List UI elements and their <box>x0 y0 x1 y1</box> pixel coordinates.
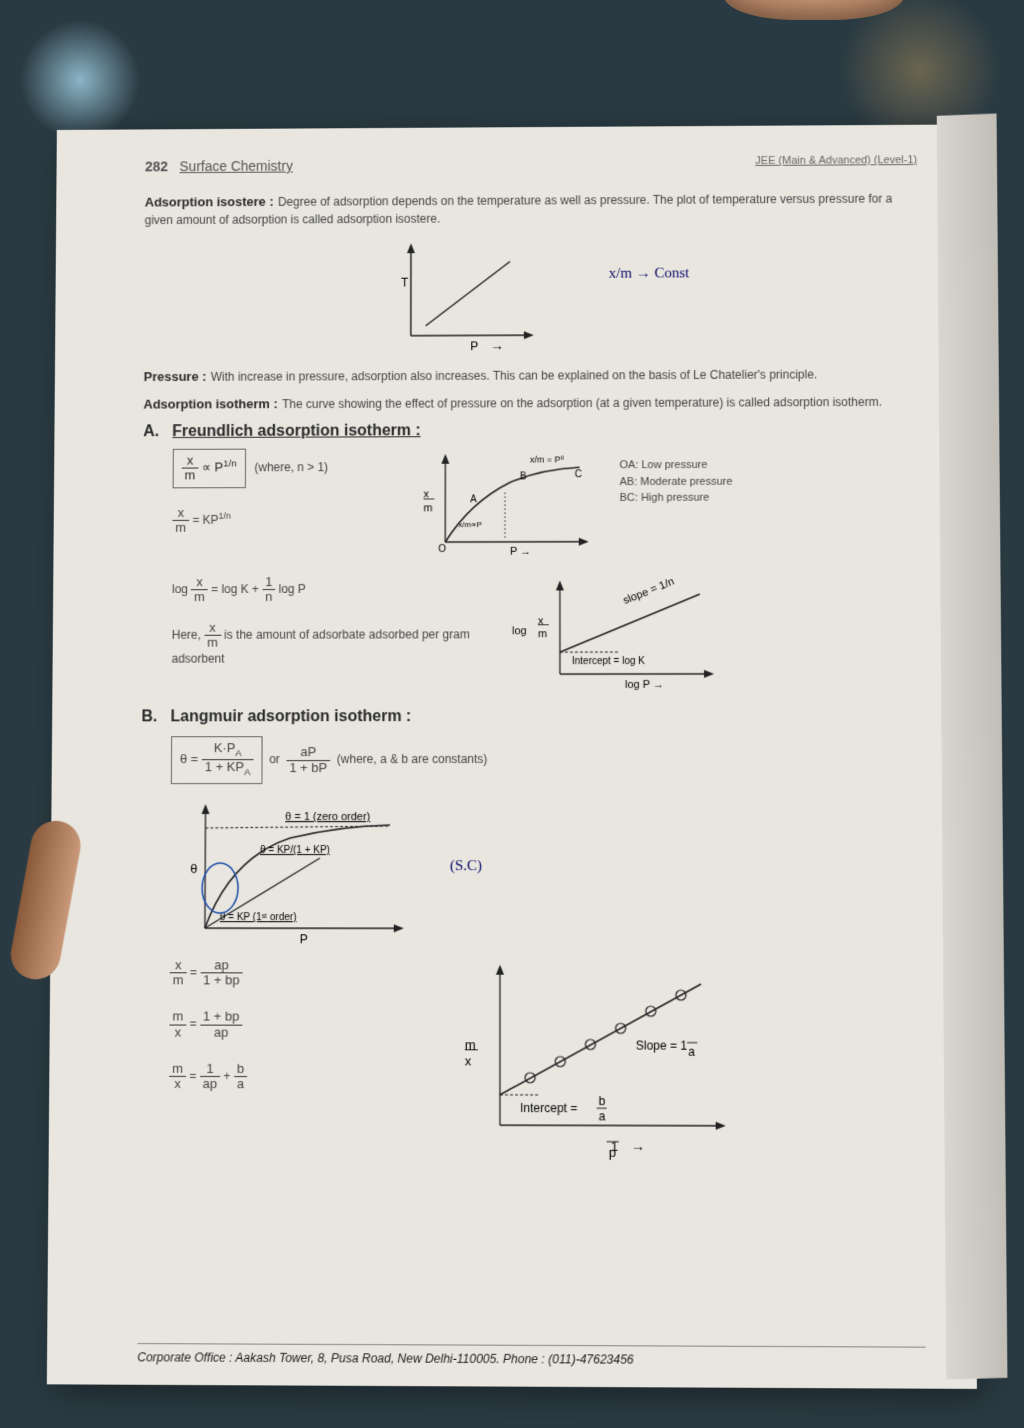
footer-text: Corporate Office : Aakash Tower, 8, Pusa… <box>137 1350 633 1367</box>
svg-text:P: P <box>300 932 308 946</box>
footer: Corporate Office : Aakash Tower, 8, Pusa… <box>137 1343 926 1368</box>
svg-text:a: a <box>688 1044 695 1058</box>
svg-text:B: B <box>520 471 527 482</box>
svg-text:C: C <box>575 469 582 480</box>
svg-text:log: log <box>512 625 527 637</box>
textbook-page: 282 Surface Chemistry JEE (Main & Advanc… <box>47 124 977 1388</box>
svg-text:A: A <box>470 494 477 505</box>
page-number: 282 <box>145 159 168 175</box>
legend-oa: OA: Low pressure <box>620 457 733 474</box>
freundlich-log: log xm = log K + 1n log P <box>172 575 490 605</box>
svg-text:θ = KP/(1 + KP): θ = KP/(1 + KP) <box>260 845 330 856</box>
svg-text:x/m = P⁰: x/m = P⁰ <box>530 454 565 464</box>
langmuir-formula-row: θ = K·PA1 + KPA or aP1 + bP (where, a & … <box>171 736 922 784</box>
langmuir-graph2: m—x Slope = 1 a Intercept = b a 1 p → <box>450 958 753 1161</box>
freundlich-graph1: A B C x—m O P → x/m = P⁰ x/m∝P <box>420 447 599 556</box>
svg-text:x—m: x—m <box>423 489 434 515</box>
langmuir-letter: B. <box>141 708 157 725</box>
langmuir-eq3: mx = 1ap + ba <box>169 1062 430 1092</box>
header-right: JEE (Main & Advanced) (Level-1) <box>755 154 917 167</box>
svg-text:Intercept = log K: Intercept = log K <box>572 656 645 667</box>
svg-text:b: b <box>599 1094 606 1108</box>
svg-text:log P →: log P → <box>625 679 664 691</box>
freundlich-title: Freundlich adsorption isotherm : <box>172 422 420 440</box>
svg-text:p: p <box>609 1144 616 1159</box>
svg-text:P →: P → <box>510 546 531 557</box>
isostere-handwritten: x/m → Const <box>609 266 689 283</box>
legend-bc: BC: High pressure <box>620 490 733 507</box>
freundlich-letter: A. <box>143 423 159 440</box>
legend-ab: AB: Moderate pressure <box>620 473 733 490</box>
freundlich-where: (where, n > 1) <box>254 460 328 474</box>
svg-text:slope = 1/n: slope = 1/n <box>621 576 676 607</box>
svg-text:O: O <box>438 544 446 555</box>
isostere-graph: T P → <box>371 237 550 356</box>
svg-text:→: → <box>631 1137 645 1153</box>
isostere-title: Adsorption isostere : <box>145 194 274 209</box>
langmuir-eq2: mx = 1 + bpap <box>169 1010 429 1040</box>
svg-text:x—m: x—m <box>538 615 549 640</box>
isotherm-title: Adsorption isotherm : <box>143 396 277 411</box>
isostere-ylabel: T <box>401 276 408 290</box>
isostere-xlabel: P <box>470 339 478 353</box>
hand-left <box>7 817 85 983</box>
page-header: 282 Surface Chemistry JEE (Main & Advanc… <box>145 154 917 174</box>
svg-text:θ = KP (1ˢᵗ order): θ = KP (1ˢᵗ order) <box>220 912 297 923</box>
pressure-title: Pressure : <box>144 369 207 384</box>
freundlich-graph2: slope = 1/n log x—m Intercept = log K lo… <box>510 574 730 694</box>
freundlich-here: Here, xm is the amount of adsorbate adso… <box>172 620 491 668</box>
langmuir-eq1: xm = ap1 + bp <box>170 958 430 988</box>
chapter-title: Surface Chemistry <box>179 158 292 174</box>
svg-text:x/m∝P: x/m∝P <box>458 520 482 529</box>
svg-text:a: a <box>599 1109 606 1123</box>
langmuir-title: Langmuir adsorption isotherm : <box>171 708 412 725</box>
hand-top <box>724 0 904 20</box>
langmuir-graph1: θ P θ = 1 (zero order) θ = KP/(1 + KP) θ… <box>170 798 430 948</box>
svg-text:θ = 1 (zero order): θ = 1 (zero order) <box>285 811 370 823</box>
freundlich-formula2: xm = KP1/n <box>172 505 400 535</box>
svg-text:m—x: m—x <box>465 1037 478 1068</box>
svg-text:Slope = 1: Slope = 1 <box>636 1038 688 1052</box>
isotherm-text: The curve showing the effect of pressure… <box>282 395 882 411</box>
svg-text:θ: θ <box>190 861 197 876</box>
pressure-text: With increase in pressure, adsorption al… <box>211 368 817 384</box>
page-edge <box>937 113 1008 1379</box>
svg-text:Intercept =: Intercept = <box>520 1100 577 1114</box>
freundlich-formula-box: xm ∝ P1/n <box>173 449 246 488</box>
isostere-xarrow: → <box>490 337 504 353</box>
langmuir-handwritten: (S.C) <box>450 858 482 875</box>
